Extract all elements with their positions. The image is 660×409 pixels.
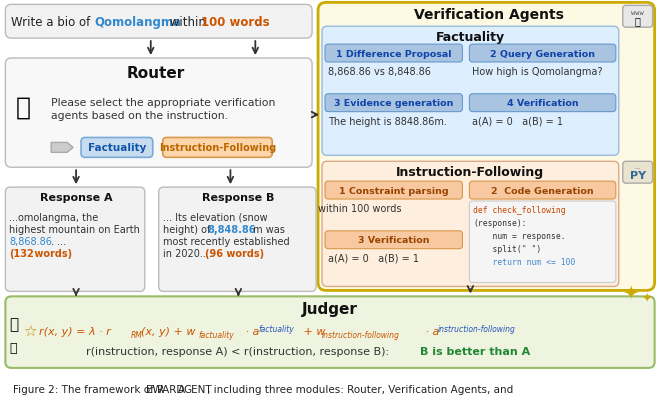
FancyBboxPatch shape: [623, 162, 653, 184]
FancyBboxPatch shape: [5, 297, 655, 368]
Text: instruction-following: instruction-following: [322, 330, 400, 339]
Text: (132: (132: [9, 248, 34, 258]
Text: . ...: . ...: [51, 236, 69, 246]
FancyArrow shape: [51, 143, 73, 153]
Text: RM: RM: [131, 330, 143, 339]
FancyBboxPatch shape: [158, 188, 316, 292]
Text: in 2020....: in 2020....: [163, 248, 215, 258]
Text: + w: + w: [300, 326, 325, 336]
Text: 2 Query Generation: 2 Query Generation: [490, 49, 595, 58]
Text: Response B: Response B: [202, 193, 275, 202]
Text: PY: PY: [630, 171, 645, 181]
Text: 8,868.86: 8,868.86: [9, 236, 52, 246]
Text: within 100 words: within 100 words: [318, 204, 402, 213]
Text: Response A: Response A: [40, 193, 112, 202]
Text: The height is 8848.86m.: The height is 8848.86m.: [328, 116, 447, 126]
Text: factuality: factuality: [199, 330, 234, 339]
Text: Instruction-Following: Instruction-Following: [397, 165, 544, 178]
FancyBboxPatch shape: [5, 5, 312, 39]
Text: 8,848.86: 8,848.86: [207, 224, 256, 234]
Text: 100 words: 100 words: [201, 16, 269, 29]
Text: Factuality: Factuality: [88, 143, 146, 153]
Text: (96 words): (96 words): [205, 248, 263, 258]
FancyBboxPatch shape: [623, 7, 653, 28]
Text: www: www: [632, 10, 644, 16]
Text: 🤖: 🤖: [15, 95, 30, 119]
FancyBboxPatch shape: [325, 45, 463, 63]
Text: EWARD: EWARD: [146, 384, 184, 394]
Text: num = response.: num = response.: [473, 231, 566, 240]
Text: 1 Difference Proposal: 1 Difference Proposal: [336, 49, 451, 58]
FancyBboxPatch shape: [322, 162, 619, 287]
FancyBboxPatch shape: [325, 231, 463, 249]
Text: r(x, y) = λ · r: r(x, y) = λ · r: [39, 326, 111, 336]
FancyBboxPatch shape: [5, 188, 145, 292]
Text: def check_following: def check_following: [473, 205, 566, 214]
Text: r(instruction, response A) < r(instruction, response B):: r(instruction, response A) < r(instructi…: [86, 346, 393, 356]
Text: How high is Qomolangma?: How high is Qomolangma?: [473, 67, 603, 77]
Text: GENT: GENT: [183, 384, 213, 394]
Text: Figure 2: The framework of R: Figure 2: The framework of R: [13, 384, 164, 394]
Text: Router: Router: [127, 66, 185, 81]
Text: .: .: [255, 16, 259, 29]
Text: 2  Code Generation: 2 Code Generation: [491, 186, 594, 195]
Text: within: within: [166, 16, 209, 29]
FancyBboxPatch shape: [469, 202, 616, 283]
Text: m was: m was: [250, 224, 285, 234]
Text: 1 Constraint parsing: 1 Constraint parsing: [339, 186, 449, 195]
Text: a(A) = 0   a(B) = 1: a(A) = 0 a(B) = 1: [473, 116, 564, 126]
Text: instruction-following: instruction-following: [438, 324, 515, 333]
Text: B is better than A: B is better than A: [420, 346, 530, 356]
Text: · a: · a: [242, 326, 260, 336]
Text: (x, y) + w: (x, y) + w: [141, 326, 195, 336]
Text: 🏆: 🏆: [9, 316, 18, 331]
Text: , including three modules: Router, Verification Agents, and: , including three modules: Router, Verif…: [207, 384, 513, 394]
Text: ... Its elevation (snow: ... Its elevation (snow: [163, 212, 267, 222]
Text: Write a bio of: Write a bio of: [11, 16, 94, 29]
FancyBboxPatch shape: [469, 94, 616, 112]
Text: Please select the appropriate verification
agents based on the instruction.: Please select the appropriate verificati…: [51, 97, 276, 121]
Text: height) of: height) of: [163, 224, 213, 234]
Text: A: A: [178, 384, 185, 394]
Text: ...omolangma, the: ...omolangma, the: [9, 212, 98, 222]
Text: Qomolangma: Qomolangma: [94, 16, 181, 29]
FancyBboxPatch shape: [318, 3, 655, 291]
Text: a(A) = 0   a(B) = 1: a(A) = 0 a(B) = 1: [328, 253, 419, 263]
Text: 8,868.86 vs 8,848.86: 8,868.86 vs 8,848.86: [328, 67, 431, 77]
Text: ···: ···: [634, 166, 641, 172]
Text: (response):: (response):: [473, 218, 527, 227]
Text: 4 Verification: 4 Verification: [507, 99, 578, 108]
Text: 3 Evidence generation: 3 Evidence generation: [334, 99, 453, 108]
Text: Factuality: Factuality: [436, 31, 505, 43]
Text: ☆: ☆: [23, 324, 37, 339]
Text: most recently established: most recently established: [163, 236, 289, 246]
Text: Instruction-Following: Instruction-Following: [159, 143, 276, 153]
FancyBboxPatch shape: [325, 182, 463, 200]
FancyBboxPatch shape: [325, 94, 463, 112]
Text: Judger: Judger: [302, 301, 358, 316]
Text: Verification Agents: Verification Agents: [414, 8, 564, 22]
Text: return num <= 100: return num <= 100: [473, 257, 576, 266]
Text: 3 Verification: 3 Verification: [358, 236, 430, 245]
FancyBboxPatch shape: [469, 182, 616, 200]
Text: 📊: 📊: [9, 341, 17, 354]
FancyBboxPatch shape: [163, 138, 272, 158]
Text: highest mountain on Earth: highest mountain on Earth: [9, 224, 140, 234]
FancyBboxPatch shape: [81, 138, 152, 158]
FancyBboxPatch shape: [322, 27, 619, 156]
Text: · a: · a: [422, 326, 439, 336]
Text: words): words): [31, 248, 73, 258]
FancyBboxPatch shape: [469, 45, 616, 63]
FancyBboxPatch shape: [5, 59, 312, 168]
Text: ✦: ✦: [622, 282, 639, 301]
Text: ✦: ✦: [642, 292, 652, 305]
Text: factuality: factuality: [258, 324, 294, 333]
Text: 🔍: 🔍: [635, 16, 641, 26]
Text: split(" "): split(" "): [473, 244, 542, 253]
